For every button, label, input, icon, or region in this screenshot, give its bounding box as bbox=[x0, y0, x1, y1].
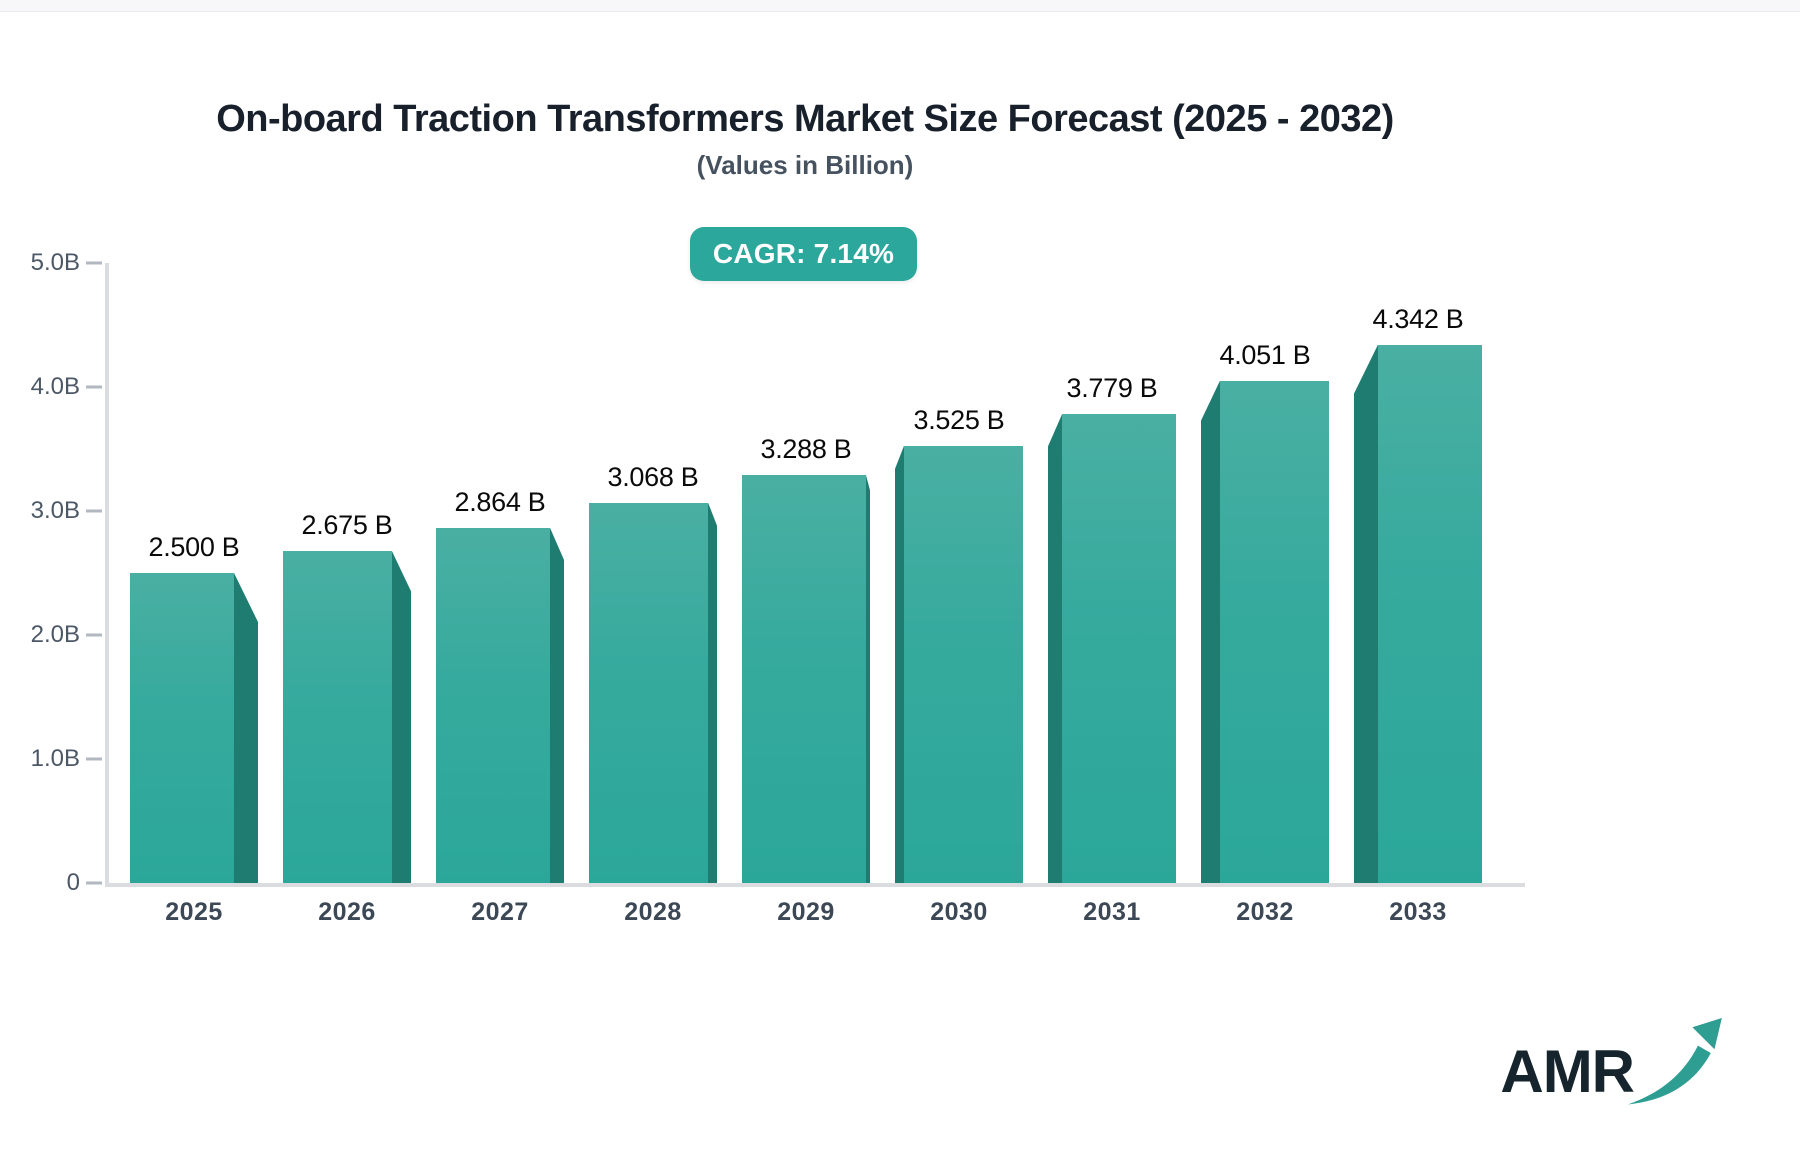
bar-side-shade bbox=[1048, 414, 1062, 883]
y-axis-line bbox=[105, 263, 109, 887]
y-tick-mark bbox=[86, 881, 102, 885]
bar-side-shade bbox=[895, 445, 904, 883]
x-axis-label-2033: 2033 bbox=[1389, 898, 1447, 926]
chart-title: On-board Traction Transformers Market Si… bbox=[216, 98, 1394, 140]
y-tick-mark bbox=[86, 509, 102, 513]
bar-face bbox=[283, 551, 392, 883]
bar-side-shade bbox=[866, 475, 870, 883]
bar-side-shade bbox=[392, 551, 411, 883]
bar-2027: 2.864 B bbox=[436, 487, 564, 883]
bar-2026: 2.675 B bbox=[283, 510, 411, 883]
bar-side-shade bbox=[550, 527, 564, 883]
x-axis-label-2027: 2027 bbox=[471, 898, 529, 926]
bar-face bbox=[436, 527, 550, 883]
x-axis-label-2025: 2025 bbox=[165, 898, 223, 926]
bar-face bbox=[1220, 380, 1329, 883]
bar-value-label: 2.864 B bbox=[454, 486, 546, 517]
x-axis-label-2029: 2029 bbox=[777, 898, 835, 926]
x-axis-label-2031: 2031 bbox=[1083, 898, 1141, 926]
bar-side-shade bbox=[1201, 380, 1220, 883]
x-axis-label-2028: 2028 bbox=[624, 898, 682, 926]
cagr-badge: CAGR: 7.14% bbox=[690, 227, 917, 281]
y-tick-mark bbox=[86, 261, 102, 265]
x-axis-line bbox=[105, 883, 1525, 887]
amr-logo-text: AMR bbox=[1500, 1037, 1635, 1105]
y-tick-label: 5.0B bbox=[30, 249, 80, 276]
bar-face bbox=[1062, 414, 1176, 883]
bar-2028: 3.068 B bbox=[589, 462, 717, 883]
bar-side-shade bbox=[234, 573, 258, 883]
bar-value-label: 3.288 B bbox=[760, 434, 852, 465]
bar-face bbox=[130, 573, 234, 883]
y-tick-mark bbox=[86, 385, 102, 389]
bar-2030: 3.525 B bbox=[895, 405, 1023, 883]
bar-2032: 4.051 B bbox=[1201, 340, 1329, 883]
chart-subtitle: (Values in Billion) bbox=[696, 150, 914, 180]
x-axis-label-2026: 2026 bbox=[318, 898, 376, 926]
top-strip bbox=[0, 0, 1800, 12]
x-axis-label-2032: 2032 bbox=[1236, 898, 1294, 926]
bar-face bbox=[1378, 344, 1482, 883]
y-tick-label: 3.0B bbox=[30, 497, 80, 524]
y-tick-label: 0 bbox=[66, 869, 80, 896]
bar-face bbox=[742, 475, 866, 883]
bar-value-label: 2.500 B bbox=[148, 532, 240, 562]
cagr-badge-label: CAGR: 7.14% bbox=[712, 238, 895, 269]
bar-face bbox=[589, 502, 708, 883]
bar-2031: 3.779 B bbox=[1048, 373, 1176, 883]
bar-face bbox=[904, 445, 1023, 883]
y-tick-label: 4.0B bbox=[30, 373, 80, 400]
bar-value-label: 3.779 B bbox=[1066, 373, 1158, 404]
bar-side-shade bbox=[708, 502, 717, 883]
y-tick-mark bbox=[86, 633, 102, 637]
amr-logo: AMR bbox=[1500, 1018, 1722, 1116]
bar-value-label: 4.342 B bbox=[1372, 303, 1464, 334]
bar-value-label: 2.675 B bbox=[301, 510, 393, 541]
bar-2033: 4.342 B bbox=[1354, 304, 1482, 883]
bar-value-label: 4.051 B bbox=[1219, 339, 1311, 370]
bar-2025: 2.500 B bbox=[130, 532, 258, 883]
trend-arrow-icon bbox=[1628, 1018, 1722, 1105]
y-tick-mark bbox=[86, 757, 102, 761]
bar-2029: 3.288 B bbox=[742, 434, 870, 883]
bar-value-label: 3.068 B bbox=[607, 461, 699, 492]
y-tick-label: 1.0B bbox=[30, 745, 80, 772]
bar-value-label: 3.525 B bbox=[913, 404, 1005, 435]
bar-side-shade bbox=[1354, 344, 1378, 883]
x-axis-label-2030: 2030 bbox=[930, 898, 988, 926]
y-tick-label: 2.0B bbox=[30, 621, 80, 648]
